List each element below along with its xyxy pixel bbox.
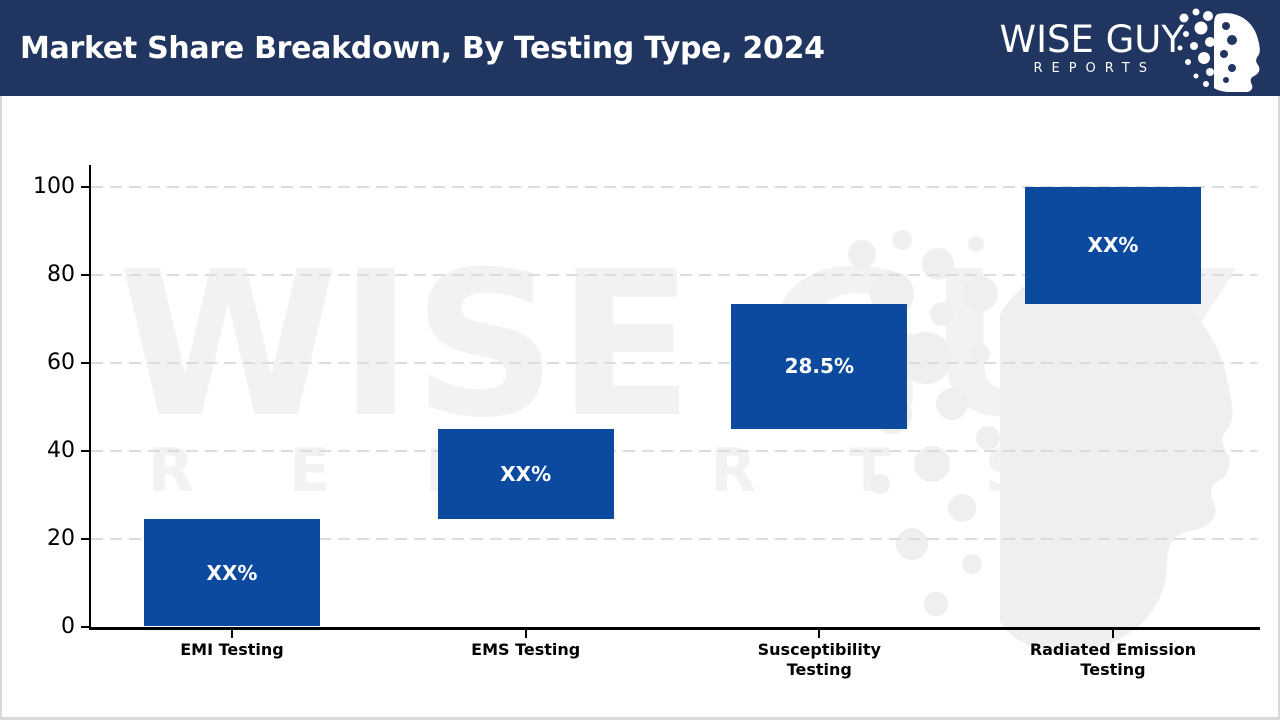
x-axis-category-label: Radiated Emission Testing (1003, 640, 1223, 680)
header-bar: Market Share Breakdown, By Testing Type,… (0, 0, 1280, 96)
bar-ems-testing: XX% (437, 428, 614, 519)
logo-head-icon (1177, 8, 1260, 92)
chart-title: Market Share Breakdown, By Testing Type,… (20, 30, 825, 66)
x-axis-category-label: EMI Testing (122, 640, 342, 660)
y-axis-line (89, 165, 91, 629)
x-axis-category-label: Susceptibility Testing (709, 640, 929, 680)
chart-area: WISE GUY REPORTS 0 20 40 60 80 100 XX% EMI Test… (0, 96, 1280, 720)
bar-radiated-emission-testing: XX% (1025, 186, 1201, 304)
y-axis-tick-label: 20 (47, 525, 75, 551)
x-axis-category-label-line: EMI Testing (180, 640, 284, 659)
x-axis-tick (1112, 629, 1114, 638)
logo-wordmark: WISE GUY (999, 18, 1184, 61)
logo-text: WISE GUY REPORTS (1000, 21, 1184, 75)
y-axis-tick-label: 100 (33, 173, 75, 199)
gridline (91, 185, 1257, 188)
y-axis-tick-label: 40 (47, 437, 75, 463)
x-axis-tick (524, 629, 527, 638)
bar-value-label: XX% (500, 461, 552, 486)
x-axis-category-label-line: Testing (1080, 660, 1146, 679)
y-axis-tick (81, 449, 90, 452)
gridline (91, 537, 1257, 540)
y-axis-tick-label: 80 (47, 261, 75, 287)
y-axis-tick (81, 625, 90, 628)
x-axis-category-label: EMS Testing (416, 640, 636, 660)
y-axis-tick (81, 273, 90, 276)
bar-value-label: XX% (206, 560, 258, 585)
y-axis-tick (81, 185, 90, 188)
x-axis-line (89, 626, 1260, 630)
bar-value-label: XX% (1087, 233, 1139, 258)
y-axis-tick-label: 60 (47, 349, 75, 375)
y-axis-tick (81, 537, 90, 540)
bar-value-label: 28.5% (784, 354, 854, 379)
bar-emi-testing: XX% (144, 518, 320, 627)
gridline (91, 449, 1257, 452)
x-axis-category-label-line: Radiated Emission (1029, 640, 1197, 659)
x-axis-tick (231, 629, 233, 638)
x-axis-category-label-line: Susceptibility (757, 640, 881, 659)
logo-subtext: REPORTS (1033, 61, 1157, 76)
bar-susceptibility-testing: 28.5% (731, 303, 908, 429)
plot: 0 20 40 60 80 100 XX% EMI Testing XX% EMS Testing… (2, 96, 1278, 717)
y-axis-tick-label: 0 (61, 613, 75, 639)
gridline (91, 273, 1257, 276)
y-axis-tick (81, 361, 90, 364)
x-axis-tick (818, 629, 821, 638)
gridline (91, 361, 1257, 364)
x-axis-category-label-line: EMS Testing (471, 640, 581, 659)
x-axis-category-label-line: Testing (786, 660, 852, 679)
wise-guy-logo: WISE GUY REPORTS (1000, 0, 1266, 96)
